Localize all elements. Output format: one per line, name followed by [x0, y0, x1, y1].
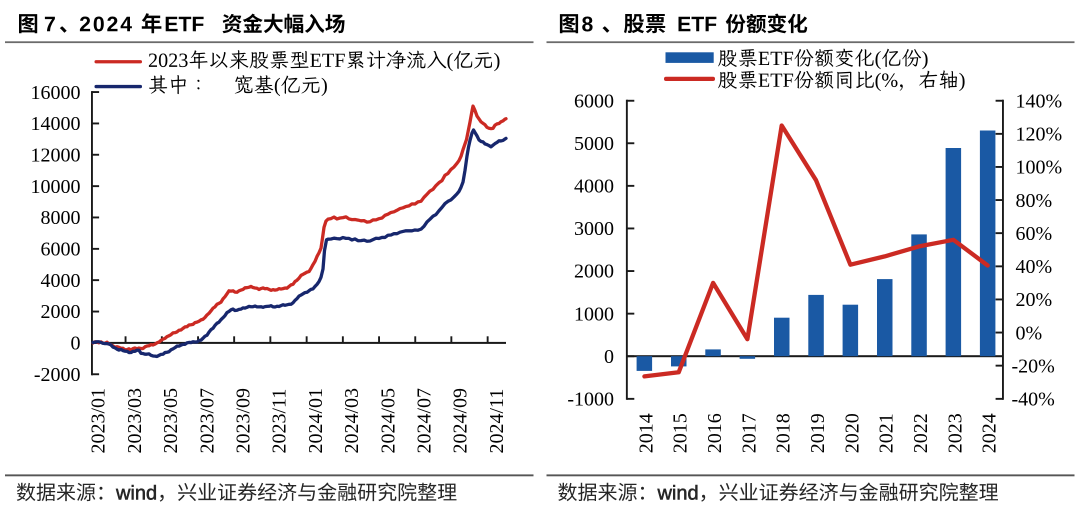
svg-text:20%: 20%	[1016, 289, 1053, 311]
svg-text:2023: 2023	[944, 413, 966, 453]
svg-text:-2000: -2000	[34, 364, 81, 386]
svg-text:0: 0	[71, 333, 81, 355]
svg-text:40%: 40%	[1016, 256, 1053, 278]
svg-text:2000: 2000	[574, 261, 614, 283]
svg-text:0%: 0%	[1016, 322, 1043, 344]
svg-text:2023/01: 2023/01	[88, 388, 110, 454]
svg-text:14000: 14000	[31, 113, 81, 135]
svg-text:120%: 120%	[1016, 124, 1063, 146]
svg-text:2000: 2000	[41, 301, 81, 323]
svg-text:4000: 4000	[574, 176, 614, 198]
svg-text:2024/09: 2024/09	[450, 388, 472, 454]
svg-text:100%: 100%	[1016, 157, 1063, 179]
svg-text:2021: 2021	[876, 413, 898, 453]
svg-text:2022: 2022	[910, 413, 932, 453]
svg-text:2023/09: 2023/09	[233, 388, 255, 454]
svg-text:2023/05: 2023/05	[160, 388, 182, 454]
svg-text:2016: 2016	[704, 413, 726, 453]
svg-text:-20%: -20%	[1012, 355, 1055, 377]
svg-text:-40%: -40%	[1012, 389, 1055, 411]
svg-text:80%: 80%	[1016, 190, 1053, 212]
svg-text:2019: 2019	[807, 413, 829, 453]
svg-text:2024/01: 2024/01	[305, 388, 327, 454]
svg-text:2018: 2018	[773, 413, 795, 453]
svg-text:60%: 60%	[1016, 223, 1053, 245]
svg-text:2023/07: 2023/07	[196, 388, 218, 454]
svg-text:2014: 2014	[635, 413, 657, 453]
svg-text:6000: 6000	[574, 90, 614, 112]
svg-text:5000: 5000	[574, 133, 614, 155]
svg-text:2023/03: 2023/03	[124, 388, 146, 454]
svg-text:2020: 2020	[841, 413, 863, 453]
svg-text:0: 0	[604, 346, 614, 368]
svg-text:10000: 10000	[31, 176, 81, 198]
svg-text:2024/05: 2024/05	[377, 388, 399, 454]
svg-text:6000: 6000	[41, 239, 81, 261]
svg-text:8000: 8000	[41, 207, 81, 229]
svg-text:2015: 2015	[670, 413, 692, 453]
svg-text:12000: 12000	[31, 145, 81, 167]
svg-text:2017: 2017	[738, 413, 760, 453]
svg-text:16000: 16000	[31, 82, 81, 104]
svg-text:2024/03: 2024/03	[341, 388, 363, 454]
svg-text:2023/11: 2023/11	[269, 389, 291, 454]
svg-text:140%: 140%	[1016, 90, 1063, 112]
svg-text:-1000: -1000	[567, 389, 614, 411]
svg-text:1000: 1000	[574, 303, 614, 325]
svg-text:2024: 2024	[979, 413, 1001, 453]
svg-text:2024/11: 2024/11	[486, 389, 508, 454]
svg-text:3000: 3000	[574, 218, 614, 240]
svg-text:4000: 4000	[41, 270, 81, 292]
svg-text:2024/07: 2024/07	[414, 388, 436, 454]
